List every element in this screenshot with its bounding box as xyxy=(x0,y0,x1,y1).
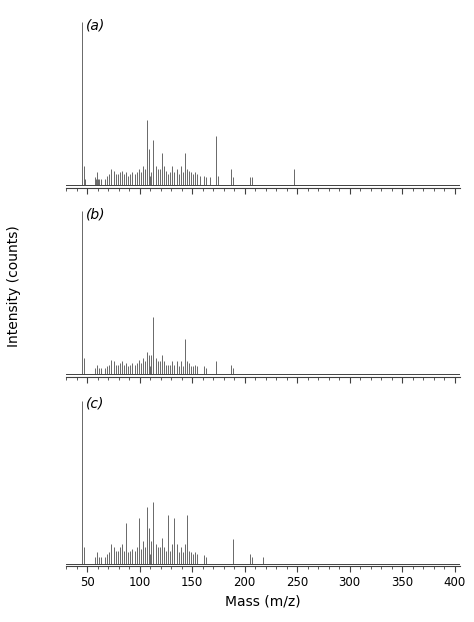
Text: Intensity (counts): Intensity (counts) xyxy=(7,225,21,347)
X-axis label: Mass (m/z): Mass (m/z) xyxy=(225,595,301,609)
Text: (c): (c) xyxy=(86,396,104,411)
Text: (b): (b) xyxy=(86,207,106,221)
Text: (a): (a) xyxy=(86,18,105,32)
